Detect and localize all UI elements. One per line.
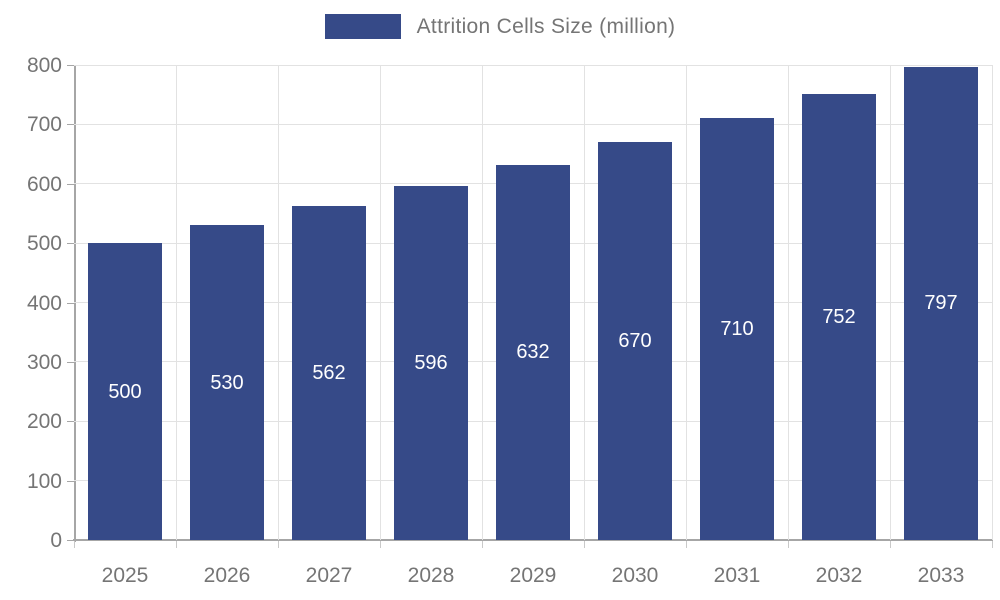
bar [190,225,264,540]
chart-legend: Attrition Cells Size (million) [0,14,1000,39]
bar-value-label: 670 [618,330,652,353]
y-axis-tick [67,243,74,245]
y-axis-tick-label: 0 [50,529,62,552]
bar [802,93,876,540]
legend-label: Attrition Cells Size (million) [416,14,676,38]
x-gridline [175,65,177,540]
bar [904,66,978,540]
bar-value-label: 562 [312,362,346,385]
bar [292,206,366,540]
bar-value-label: 530 [210,371,244,394]
y-axis-tick-label: 800 [26,54,62,77]
bar [394,186,468,540]
y-axis-tick [67,540,74,541]
x-axis-tick [686,541,687,548]
x-axis-tick-label: 2032 [815,564,863,587]
x-axis-tick [482,541,483,548]
legend-swatch-icon [324,14,401,39]
bar-value-label: 596 [414,352,448,375]
y-axis-tick-label: 200 [26,410,62,434]
x-axis-tick [890,541,891,548]
x-axis-tick-label: 2025 [101,564,149,587]
y-axis-tick [67,302,74,304]
y-axis-tick [67,480,74,482]
y-axis-tick [67,65,74,66]
bar-value-label: 632 [516,341,550,364]
bar [598,142,672,540]
x-axis-line [73,539,993,541]
x-gridline [889,65,891,540]
plot-area: 500 530 562 596 632 670 710 752 797 [74,64,993,540]
y-axis-tick [67,124,74,126]
x-axis-tick-label: 2033 [917,564,965,587]
x-axis-tick [74,541,75,548]
x-axis-tick-label: 2030 [611,564,659,587]
y-axis-tick-label: 400 [26,291,62,315]
x-gridline [685,65,687,540]
x-gridline [379,65,381,540]
bar-value-label: 710 [720,318,754,341]
x-axis-tick-label: 2026 [203,564,251,587]
y-gridline [74,64,992,66]
x-axis-tick [584,541,585,548]
bar [88,243,162,540]
bar-value-label: 752 [822,305,856,328]
x-axis-tick [278,541,279,548]
x-axis-tick-label: 2027 [305,564,353,587]
y-axis-line [74,65,76,542]
bar [700,118,774,540]
x-axis-tick-label: 2031 [713,564,761,587]
y-axis-tick-label: 300 [26,350,62,374]
y-axis-tick [67,183,74,185]
x-axis-tick-label: 2028 [407,564,455,587]
x-axis-tick [176,541,177,548]
bar-value-label: 797 [924,292,958,315]
bar-value-label: 500 [108,380,142,403]
y-gridline [74,123,992,125]
x-gridline [991,65,993,540]
y-axis-tick [67,361,74,363]
x-gridline [481,65,483,540]
y-axis-tick-label: 600 [26,172,62,196]
x-axis-tick-label: 2029 [509,564,557,587]
y-axis-tick-label: 100 [26,469,62,493]
x-axis-tick [992,541,993,548]
x-gridline [787,65,789,540]
bar [496,164,570,540]
x-gridline [583,65,585,540]
x-gridline [277,65,279,540]
y-axis-tick-label: 500 [26,232,62,256]
x-axis-tick [380,541,381,548]
y-axis-tick [67,421,74,423]
x-axis-tick [788,541,789,548]
y-axis-tick-label: 700 [26,113,62,137]
